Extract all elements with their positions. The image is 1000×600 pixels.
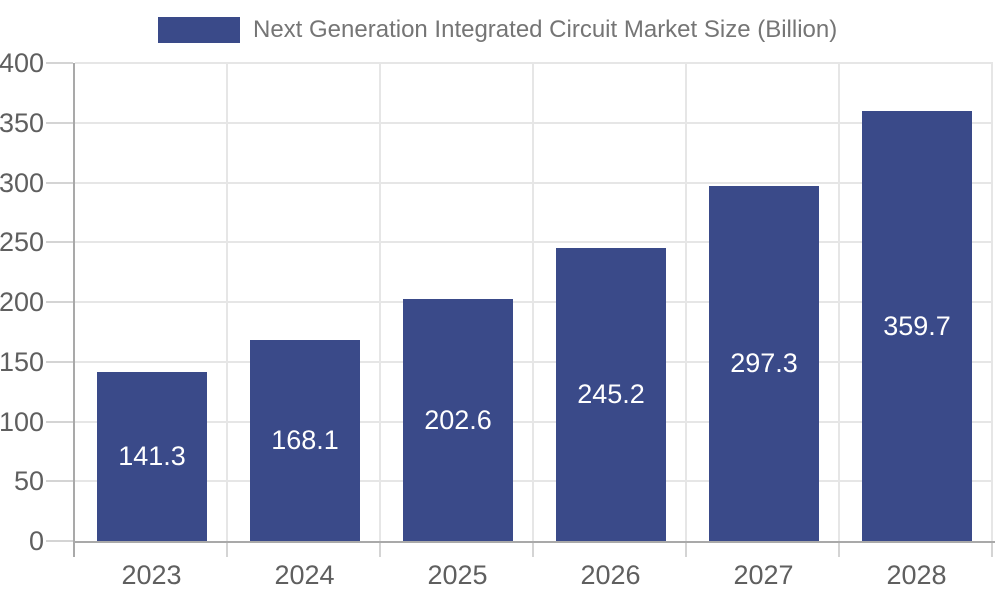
bar-2026: 245.2	[556, 248, 666, 541]
x-axis-tick-label: 2028	[886, 560, 947, 590]
bar-value-label: 141.3	[118, 441, 186, 471]
x-axis-tick	[532, 541, 534, 557]
y-axis-tick-label: 250	[0, 227, 44, 258]
x-axis-tick-label: 2024	[274, 560, 335, 590]
y-axis-tick	[46, 420, 73, 423]
y-axis-tick-label: 200	[0, 287, 44, 317]
y-axis-tick	[46, 181, 73, 184]
y-axis-tick	[46, 540, 73, 542]
y-axis-tick-label: 150	[0, 346, 44, 377]
bar-2024: 168.1	[250, 340, 360, 541]
bar-value-label: 202.6	[424, 404, 492, 435]
x-axis-tick-label: 2027	[733, 560, 794, 590]
gridline-horizontal	[75, 360, 993, 363]
bar-value-label: 168.1	[271, 425, 339, 455]
x-axis-tick-label: 2023	[121, 560, 182, 590]
bar-2025: 202.6	[403, 299, 513, 541]
gridline-horizontal	[75, 241, 993, 244]
y-axis-tick-label: 100	[0, 406, 44, 437]
bar-value-label: 297.3	[730, 348, 798, 378]
y-axis-tick	[46, 241, 73, 244]
gridline-horizontal	[75, 480, 993, 483]
x-axis-tick	[685, 541, 687, 557]
bar-2027: 297.3	[709, 186, 819, 541]
y-axis-tick	[46, 121, 73, 124]
bar-value-label: 245.2	[577, 379, 645, 409]
legend-label: Next Generation Integrated Circuit Marke…	[253, 16, 838, 43]
gridline-horizontal	[75, 121, 993, 124]
y-axis-tick-label: 50	[13, 466, 44, 497]
gridline-horizontal	[75, 301, 993, 303]
bar-2028: 359.7	[862, 111, 972, 541]
gridline-vertical	[685, 63, 687, 541]
y-axis-tick-label: 0	[28, 526, 44, 556]
x-axis-tick-label: 2025	[427, 560, 488, 590]
y-axis-tick	[46, 480, 73, 483]
gridline-vertical	[838, 63, 840, 541]
legend-swatch	[158, 17, 240, 43]
plot-area: 0 50 100 150 200 250 300 350 400 141.3 2023 168.1 20…	[0, 49, 995, 590]
legend-item[interactable]: Next Generation Integrated Circuit Marke…	[158, 16, 837, 44]
gridline-vertical	[226, 63, 228, 541]
gridline-vertical	[532, 63, 534, 541]
x-axis-tick-label: 2026	[580, 560, 641, 590]
x-axis-tick	[379, 541, 381, 557]
y-axis-tick	[46, 301, 73, 303]
gridline-horizontal	[75, 420, 993, 423]
y-axis-tick	[46, 62, 73, 64]
gridline-vertical	[379, 63, 381, 541]
x-axis-tick	[991, 541, 993, 557]
x-axis-tick	[226, 541, 228, 557]
bar-2023: 141.3	[97, 372, 207, 541]
x-axis-tick	[838, 541, 840, 557]
gridline-vertical	[991, 63, 993, 541]
y-axis-tick-label: 300	[0, 167, 44, 198]
gridline-horizontal	[75, 181, 993, 184]
y-axis-tick-label: 350	[0, 107, 44, 138]
y-axis-tick-label: 400	[0, 48, 44, 78]
y-axis-line	[73, 63, 75, 557]
bar-value-label: 359.7	[883, 310, 951, 341]
gridline-horizontal	[75, 62, 993, 64]
y-axis-tick	[46, 360, 73, 363]
x-axis-line	[73, 541, 995, 543]
